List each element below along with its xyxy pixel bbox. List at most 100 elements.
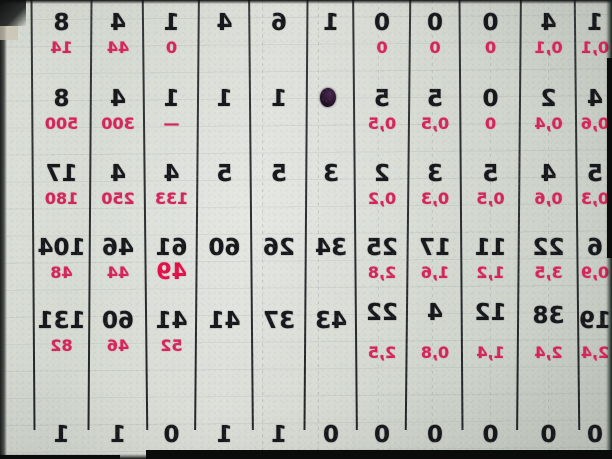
cell-r4c3-red: 49 bbox=[156, 260, 187, 285]
column-separator bbox=[194, 0, 200, 430]
cell-r1c6-black: 1 bbox=[323, 10, 340, 36]
column-separator bbox=[87, 0, 93, 431]
cell-r2c7-red: 0,5 bbox=[367, 114, 397, 133]
cell-r2c3-black: 1 bbox=[163, 86, 180, 112]
cell-r2c5-black: 1 bbox=[271, 86, 288, 112]
cell-r5c10-black: 38 bbox=[532, 303, 565, 329]
photo-corner-shadow bbox=[0, 0, 26, 26]
cell-r6c7-black: 0 bbox=[374, 422, 391, 448]
cell-r3c9-red: 0,5 bbox=[476, 189, 505, 208]
cell-r4c3-black: 61 bbox=[155, 235, 188, 261]
cell-r5c10-red: 2,4 bbox=[534, 343, 563, 362]
cell-r3c9-black: 5 bbox=[482, 161, 499, 187]
cell-r4c8-red: 1,6 bbox=[420, 263, 450, 282]
photo-bottom-black-block bbox=[146, 450, 612, 459]
photo-top-edge bbox=[0, 0, 612, 4]
cell-r5c3-red: 52 bbox=[160, 336, 183, 355]
cell-r3c2-red: 250 bbox=[101, 189, 135, 208]
cell-r2c1-black: 8 bbox=[53, 86, 70, 112]
cell-r2c10-black: 2 bbox=[540, 86, 557, 112]
cell-r1c8-black: 0 bbox=[427, 10, 444, 36]
cell-r3c8-red: 0,3 bbox=[420, 189, 450, 208]
cell-r5c9-red: 1,4 bbox=[476, 343, 505, 362]
cell-r3c7-red: 0,2 bbox=[367, 189, 397, 208]
cell-r5c3-black: 41 bbox=[155, 308, 188, 334]
column-separator bbox=[458, 0, 464, 431]
cell-r1c1-black: 8 bbox=[53, 10, 70, 36]
cell-r3c8-black: 3 bbox=[427, 161, 444, 187]
cell-r1c8-red: 0 bbox=[429, 38, 441, 57]
cell-r2c10-red: 0,4 bbox=[534, 114, 563, 133]
cell-r6c4-black: 1 bbox=[216, 422, 233, 448]
column-separator bbox=[303, 0, 309, 431]
cell-r4c1-red: 48 bbox=[50, 263, 73, 282]
cell-r4c8-black: 17 bbox=[419, 235, 452, 261]
cell-r2c7-black: 5 bbox=[374, 86, 391, 112]
cell-r4c7-black: 25 bbox=[366, 235, 399, 261]
cell-r6c3-black: 0 bbox=[163, 422, 180, 448]
cell-r4c10-red: 3,5 bbox=[534, 263, 563, 282]
cell-r1c3-red: 0 bbox=[165, 38, 178, 57]
cell-r3c10-red: 0,6 bbox=[534, 189, 563, 208]
cell-r6c8-black: 0 bbox=[427, 422, 444, 448]
cell-r4c2-red: 44 bbox=[106, 263, 130, 282]
column-separator bbox=[516, 0, 522, 430]
cell-r1c4-black: 4 bbox=[216, 10, 233, 36]
cell-r1c2-red: 44 bbox=[106, 38, 130, 57]
cell-r5c2-black: 60 bbox=[102, 308, 135, 334]
cell-r6c6-black: 0 bbox=[323, 422, 340, 448]
column-separator bbox=[352, 0, 358, 430]
photo-right-black-bar bbox=[607, 58, 612, 258]
cell-r1c5-black: 6 bbox=[271, 10, 288, 36]
cell-r3c4-black: 5 bbox=[216, 161, 233, 187]
cell-r3c7-black: 2 bbox=[374, 161, 391, 187]
cell-r5c2-red: 46 bbox=[106, 336, 130, 355]
cell-r1c7-black: 0 bbox=[374, 10, 391, 36]
cell-r1c9-red: 0 bbox=[484, 38, 497, 57]
cell-r5c4-black: 41 bbox=[208, 308, 241, 334]
cell-r6c5-black: 1 bbox=[271, 422, 288, 448]
cell-r5c8-black: 4 bbox=[427, 300, 444, 326]
cell-r3c1-red: 180 bbox=[44, 189, 79, 208]
cell-r5c6-black: 43 bbox=[315, 308, 348, 334]
cell-r2c8-red: 0,5 bbox=[420, 114, 450, 133]
cell-r3c3-black: 4 bbox=[163, 161, 180, 187]
cell-r4c6-black: 34 bbox=[315, 235, 348, 261]
cell-r5c1-black: 131 bbox=[37, 308, 86, 334]
photo-edge-artifact bbox=[0, 22, 18, 40]
cell-r4c2-black: 46 bbox=[102, 235, 135, 261]
cell-r6c2-black: 1 bbox=[110, 422, 127, 448]
cell-r3c1-black: 17 bbox=[45, 161, 78, 187]
cell-r3c10-black: 4 bbox=[540, 161, 557, 187]
cell-r5c1-red: 82 bbox=[50, 336, 73, 355]
cell-r4c1-black: 104 bbox=[37, 235, 86, 261]
cell-r5c7-red: 2,5 bbox=[367, 343, 397, 362]
column-separator bbox=[30, 0, 36, 431]
ink-blot-icon bbox=[320, 88, 336, 107]
cell-r2c4-black: 1 bbox=[216, 86, 233, 112]
cell-r2c2-red: 300 bbox=[101, 114, 135, 133]
cell-r4c4-black: 60 bbox=[208, 235, 241, 261]
column-separator bbox=[574, 0, 581, 430]
cell-r2c9-red: 0 bbox=[484, 114, 497, 133]
cell-r1c1-red: 14 bbox=[50, 38, 73, 57]
cell-r4c9-black: 11 bbox=[474, 235, 507, 261]
cell-r1c9-black: 0 bbox=[482, 10, 499, 36]
cell-r1c10-black: 4 bbox=[540, 10, 557, 36]
cell-r2c3-red: — bbox=[163, 114, 180, 133]
cell-r2c1-red: 500 bbox=[44, 114, 79, 133]
cell-r2c8-black: 5 bbox=[427, 86, 444, 112]
cell-r5c5-black: 37 bbox=[263, 308, 296, 334]
cell-r6c9-black: 0 bbox=[482, 422, 499, 448]
cell-r5c8-red: 0,8 bbox=[420, 343, 450, 362]
column-separator bbox=[248, 0, 254, 430]
cell-r1c7-red: 0 bbox=[376, 38, 388, 57]
cell-r5c7-black: 22 bbox=[366, 300, 399, 326]
column-separator bbox=[405, 0, 412, 430]
column-separator bbox=[142, 0, 149, 430]
cell-r3c3-red: 133 bbox=[154, 189, 189, 208]
cell-r6c1-black: 1 bbox=[53, 422, 70, 448]
cell-r4c5-black: 26 bbox=[263, 235, 296, 261]
